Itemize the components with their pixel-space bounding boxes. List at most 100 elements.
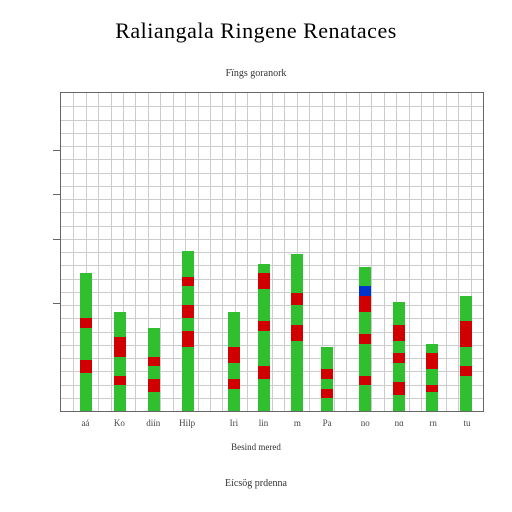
bar-group: [460, 296, 472, 411]
x-axis-label: lin: [259, 418, 269, 428]
bar-segment: [148, 366, 160, 379]
bar-segment: [228, 312, 240, 347]
chart-title: Raliangala Ringene Renataces: [0, 18, 512, 44]
bar-segment: [291, 305, 303, 324]
bar-segment: [393, 302, 405, 324]
bar-segment: [359, 312, 371, 334]
bar-segment: [359, 296, 371, 312]
bar-segment: [426, 392, 438, 411]
x-axis-label: nɑ: [395, 418, 404, 428]
bar-group: [393, 302, 405, 411]
bar-segment: [359, 385, 371, 411]
x-axis-label: Hilp: [179, 418, 195, 428]
bar-segment: [228, 379, 240, 389]
bar-segment: [114, 312, 126, 338]
bar-segment: [321, 398, 333, 411]
chart-plot-area: [60, 92, 484, 412]
bar-segment: [359, 334, 371, 344]
bar-segment: [148, 392, 160, 411]
y-axis-tick: [53, 303, 60, 304]
bar-segment: [114, 376, 126, 386]
bar-segment: [460, 321, 472, 347]
x-axis-label: no: [361, 418, 370, 428]
x-axis-label: tu: [464, 418, 471, 428]
bar-segment: [80, 373, 92, 411]
bar-segment: [258, 331, 270, 366]
bar-segment: [182, 331, 194, 347]
bars-layer: [61, 93, 483, 411]
x-axis-label: diín: [146, 418, 160, 428]
bar-segment: [393, 382, 405, 395]
x-axis-label: Pa: [323, 418, 332, 428]
bar-segment: [80, 273, 92, 318]
bar-segment: [321, 347, 333, 369]
bar-segment: [258, 366, 270, 379]
bar-group: [426, 344, 438, 411]
bar-segment: [393, 325, 405, 341]
bar-segment: [228, 363, 240, 379]
bar-segment: [182, 318, 194, 331]
bar-segment: [182, 347, 194, 411]
bar-segment: [148, 328, 160, 357]
x-axis-label: aá: [81, 418, 89, 428]
bar-segment: [258, 273, 270, 289]
bar-segment: [321, 369, 333, 379]
bar-segment: [182, 305, 194, 318]
bar-segment: [393, 395, 405, 411]
bar-segment: [80, 360, 92, 373]
bar-group: [291, 254, 303, 411]
bar-segment: [426, 344, 438, 354]
bar-group: [148, 328, 160, 411]
bar-segment: [182, 251, 194, 277]
bar-segment: [460, 376, 472, 411]
bar-segment: [228, 347, 240, 363]
bar-segment: [80, 328, 92, 360]
bar-segment: [359, 267, 371, 286]
bar-segment: [114, 357, 126, 376]
bar-segment: [393, 353, 405, 363]
bar-segment: [291, 293, 303, 306]
bar-segment: [182, 277, 194, 287]
bar-segment: [228, 389, 240, 411]
bar-segment: [258, 379, 270, 411]
bar-segment: [291, 341, 303, 411]
x-axis-label: rn: [429, 418, 437, 428]
bar-segment: [359, 344, 371, 376]
bar-segment: [258, 289, 270, 321]
y-axis-tick: [53, 150, 60, 151]
bar-segment: [80, 318, 92, 328]
x-axis-label: Iri: [230, 418, 239, 428]
chart-footer: Eícsög prdenna: [0, 478, 512, 489]
bar-segment: [359, 286, 371, 296]
bar-segment: [460, 366, 472, 376]
x-axis-label: m: [294, 418, 301, 428]
x-axis-label: Ko: [114, 418, 125, 428]
bar-segment: [426, 369, 438, 385]
bar-segment: [359, 376, 371, 386]
bar-segment: [258, 264, 270, 274]
bar-segment: [393, 363, 405, 382]
bar-segment: [148, 379, 160, 392]
bar-group: [321, 347, 333, 411]
bar-segment: [291, 325, 303, 341]
bar-segment: [258, 321, 270, 331]
bar-segment: [182, 286, 194, 305]
bar-segment: [114, 385, 126, 411]
bar-group: [114, 312, 126, 411]
bar-group: [228, 312, 240, 411]
bar-segment: [148, 357, 160, 367]
bar-segment: [460, 347, 472, 366]
bar-group: [80, 273, 92, 411]
bar-segment: [460, 296, 472, 322]
bar-segment: [321, 379, 333, 389]
bar-segment: [321, 389, 333, 399]
bar-segment: [393, 341, 405, 354]
y-axis-ticks: [53, 92, 60, 412]
y-axis-tick: [53, 239, 60, 240]
y-axis-tick: [53, 194, 60, 195]
bar-group: [359, 267, 371, 411]
bar-group: [258, 264, 270, 411]
bar-segment: [426, 353, 438, 369]
bar-group: [182, 251, 194, 411]
bar-segment: [114, 337, 126, 356]
